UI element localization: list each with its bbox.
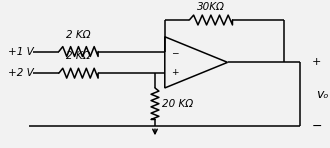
Text: 30KΩ: 30KΩ	[197, 2, 225, 12]
Text: 2 KΩ: 2 KΩ	[66, 30, 91, 40]
Text: +1 V: +1 V	[8, 46, 34, 57]
Text: +: +	[171, 68, 178, 77]
Text: +2 V: +2 V	[8, 68, 34, 78]
Text: −: −	[171, 48, 178, 57]
Text: −: −	[312, 120, 322, 133]
Text: 2 KΩ: 2 KΩ	[66, 51, 91, 61]
Text: 20 KΩ: 20 KΩ	[162, 99, 193, 109]
Text: vₒ: vₒ	[316, 88, 328, 101]
Text: +: +	[312, 57, 321, 67]
